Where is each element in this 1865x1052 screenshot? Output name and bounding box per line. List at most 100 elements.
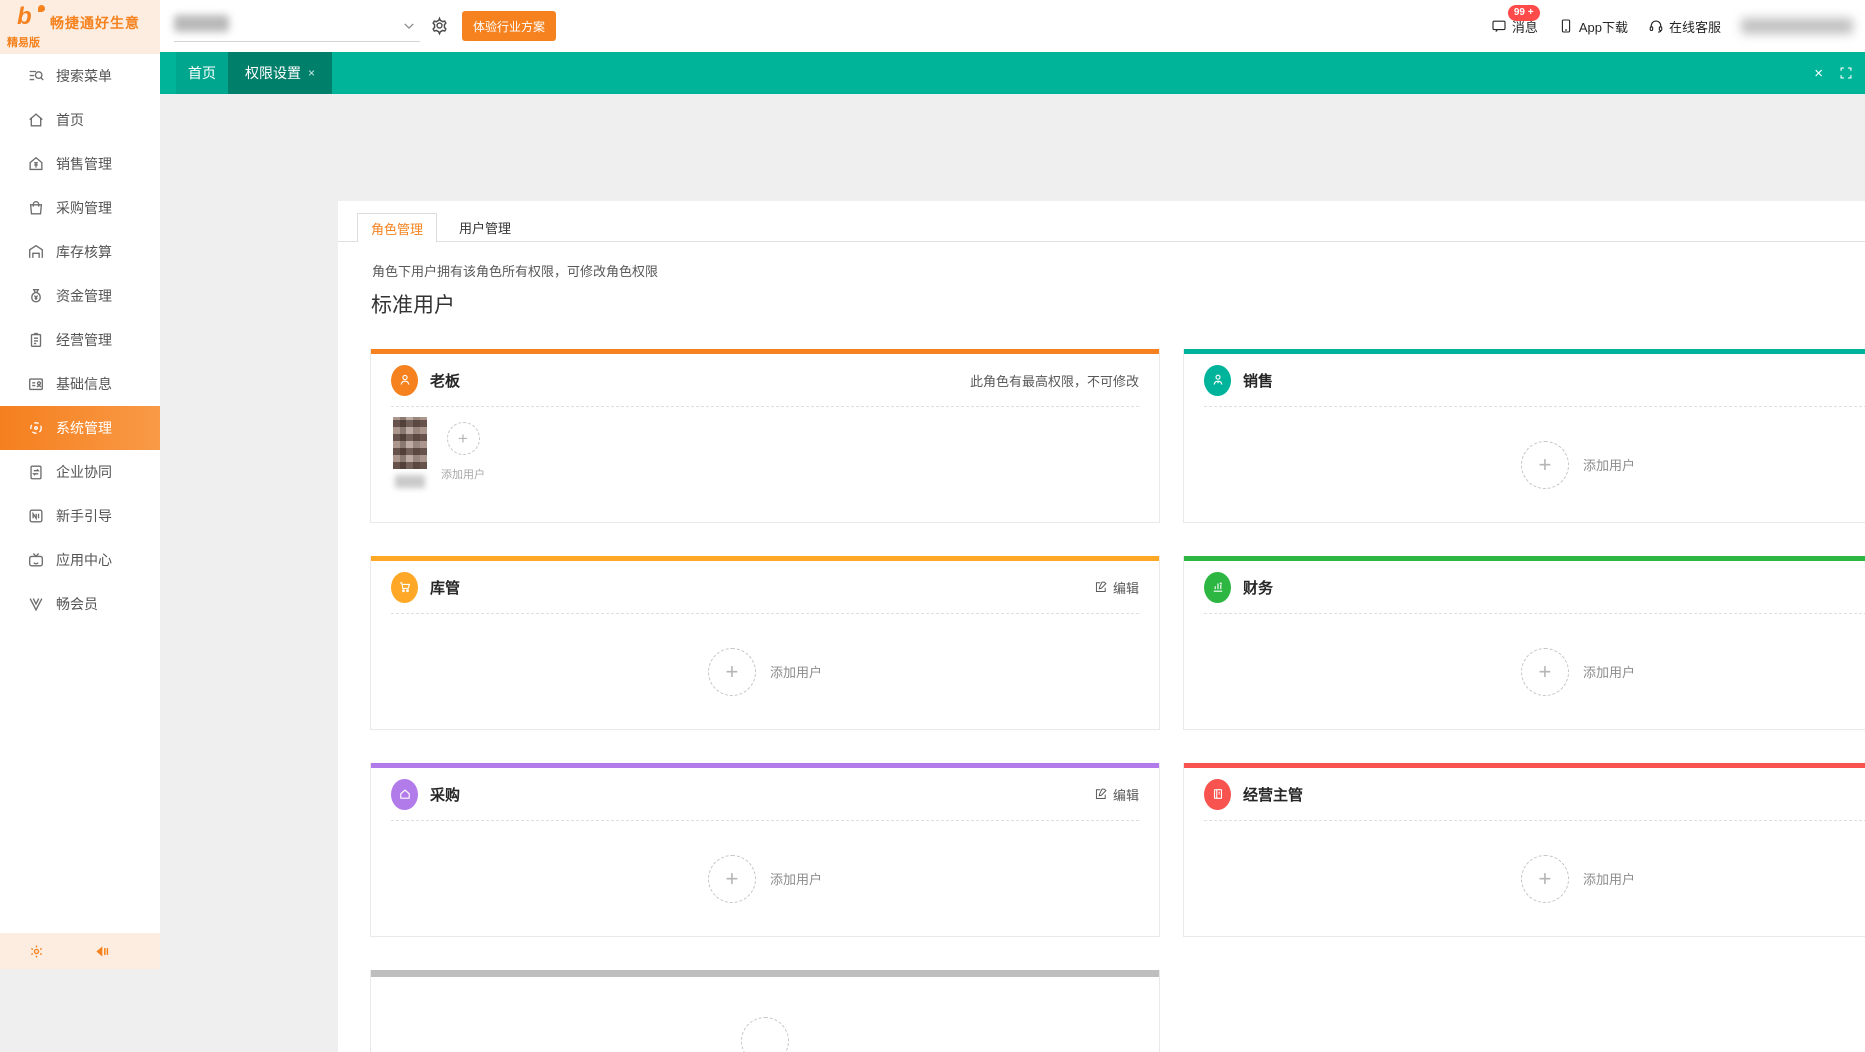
sidebar: b 畅捷通好生意 精易版 搜索菜单 首页 销售管理 采购管理 [0,0,160,969]
message-icon [1492,20,1506,32]
role-divider [391,613,1139,614]
sales-person-icon [1204,364,1231,396]
add-user-button[interactable]: + 添加用户 [1520,440,1635,489]
sidebar-item-label: 首页 [56,112,84,128]
user-avatar-redacted[interactable] [393,417,427,488]
sidebar-item-app-center[interactable]: 应用中心 [0,538,160,582]
sidebar-item-system[interactable]: 系统管理 [0,406,160,450]
role-accent-bar [1184,349,1865,354]
sidebar-item-label: 资金管理 [56,288,112,304]
plus-icon[interactable]: + [707,647,756,696]
app-download-label: App下载 [1578,19,1628,35]
role-card-body: + 添加用户 [371,821,1159,936]
sidebar-collapse-icon[interactable] [93,943,110,960]
sidebar-item-guide[interactable]: 新手引导 [0,494,160,538]
company-selector[interactable] [174,10,420,42]
experience-industry-button[interactable]: 体验行业方案 [462,11,557,41]
sidebar-item-basic-info[interactable]: 基础信息 [0,362,160,406]
shopping-bag-icon [29,201,43,215]
tab-role-management[interactable]: 角色管理 [357,213,437,242]
role-name: 销售 [1243,372,1274,390]
role-card-grid: 老板 此角色有最高权限，不可修改 + 添加用户 [370,349,1865,1052]
role-divider [391,406,1139,407]
edit-pencil-icon [1095,581,1107,593]
sidebar-item-member[interactable]: 畅会员 [0,582,160,626]
role-divider [391,820,1139,821]
add-user-button[interactable]: + 添加用户 [1520,854,1635,903]
role-card-warehouse: 库管 编辑 + 添加用户 [370,556,1160,730]
new-guide-icon [29,509,43,523]
sidebar-item-label: 企业协同 [56,464,112,480]
messages-link[interactable]: 消息 99 + [1491,4,1540,36]
role-accent-bar [371,970,1159,977]
tab-close-icon[interactable]: × [307,66,315,80]
plus-icon[interactable]: + [1520,440,1569,489]
permission-settings-panel: 角色管理 用户管理 视频 帮助 角色下用户拥有该角色所有权限，可修改角色权限 标… [338,201,1865,1052]
online-service-label: 在线客服 [1668,19,1721,35]
sidebar-settings-gear-icon[interactable] [28,943,45,960]
plus-icon[interactable]: + [707,854,756,903]
role-card-header: 库管 编辑 [371,561,1159,613]
brand-name: 畅捷通好生意 [50,15,140,31]
fullscreen-icon[interactable] [1839,66,1853,80]
search-menu-icon [29,70,44,81]
plus-icon[interactable]: + [1520,647,1569,696]
user-account-redacted[interactable] [1741,18,1853,34]
role-card-boss: 老板 此角色有最高权限，不可修改 + 添加用户 [370,349,1160,523]
add-user-button[interactable]: + 添加用户 [1520,647,1635,696]
close-all-icon[interactable]: × [1814,64,1823,82]
role-divider [1204,613,1865,614]
brand-edition-badge: 精易版 [7,37,40,49]
warehouse-icon [29,244,43,258]
online-service-link[interactable]: 在线客服 [1648,17,1721,36]
sidebar-item-label: 库存核算 [56,244,112,260]
sidebar-item-funds[interactable]: 资金管理 [0,274,160,318]
sidebar-item-purchase[interactable]: 采购管理 [0,186,160,230]
role-card-body: + 添加用户 [371,407,1159,522]
workspace-tab-bar: 首页 权限设置 × × [160,52,1865,94]
brand-area: b 畅捷通好生意 精易版 [0,0,160,54]
sidebar-item-home[interactable]: 首页 [0,98,160,142]
sidebar-menu: 搜索菜单 首页 销售管理 采购管理 库存核算 资金管理 [0,54,160,626]
role-card-header: 老板 此角色有最高权限，不可修改 [371,354,1159,406]
sidebar-item-label: 畅会员 [56,596,98,612]
tab-permission-settings[interactable]: 权限设置 × [228,52,332,94]
sidebar-item-collaboration[interactable]: 企业协同 [0,450,160,494]
plus-icon[interactable]: + [446,422,480,455]
add-user-button[interactable] [741,977,789,1052]
app-download-link[interactable]: App下载 [1558,17,1628,36]
role-name: 库管 [430,579,461,597]
sidebar-item-label: 搜索菜单 [56,68,112,84]
role-card-partial [370,970,1160,1052]
add-user-button[interactable]: + 添加用户 [441,422,485,482]
role-accent-bar [1184,556,1865,561]
collaboration-icon [30,465,42,480]
plus-icon[interactable] [741,1017,789,1052]
add-user-button[interactable]: + 添加用户 [707,854,822,903]
sales-icon [29,156,43,171]
role-card-body [371,977,1159,1052]
role-accent-bar [1184,763,1865,768]
tab-user-management[interactable]: 用户管理 [458,221,511,236]
role-accent-bar [371,556,1159,561]
sidebar-item-sales[interactable]: 销售管理 [0,142,160,186]
top-bar-right: 消息 99 + App下载 在线客服 [1491,0,1853,52]
plus-icon[interactable]: + [1520,854,1569,903]
edit-role-button[interactable]: 编辑 [1094,578,1139,597]
add-user-label: 添加用户 [1582,458,1635,473]
chart-icon [1204,571,1231,603]
sidebar-item-inventory[interactable]: 库存核算 [0,230,160,274]
tab-home[interactable]: 首页 [176,52,228,94]
role-card-sales: 销售 编辑 + 添加用户 [1183,349,1865,523]
sidebar-item-operations[interactable]: 经营管理 [0,318,160,362]
add-user-button[interactable]: + 添加用户 [707,647,822,696]
id-card-icon [29,378,43,391]
edit-role-button[interactable]: 编辑 [1094,785,1139,804]
role-card-body: + 添加用户 [1184,821,1865,936]
add-user-label: 添加用户 [769,872,822,887]
role-card-header: 财务 编辑 [1184,561,1865,613]
gear-icon[interactable] [430,16,449,35]
sidebar-item-search-menu[interactable]: 搜索菜单 [0,54,160,98]
avatar-photo-pixelated [393,417,427,469]
edit-label: 编辑 [1112,787,1139,803]
